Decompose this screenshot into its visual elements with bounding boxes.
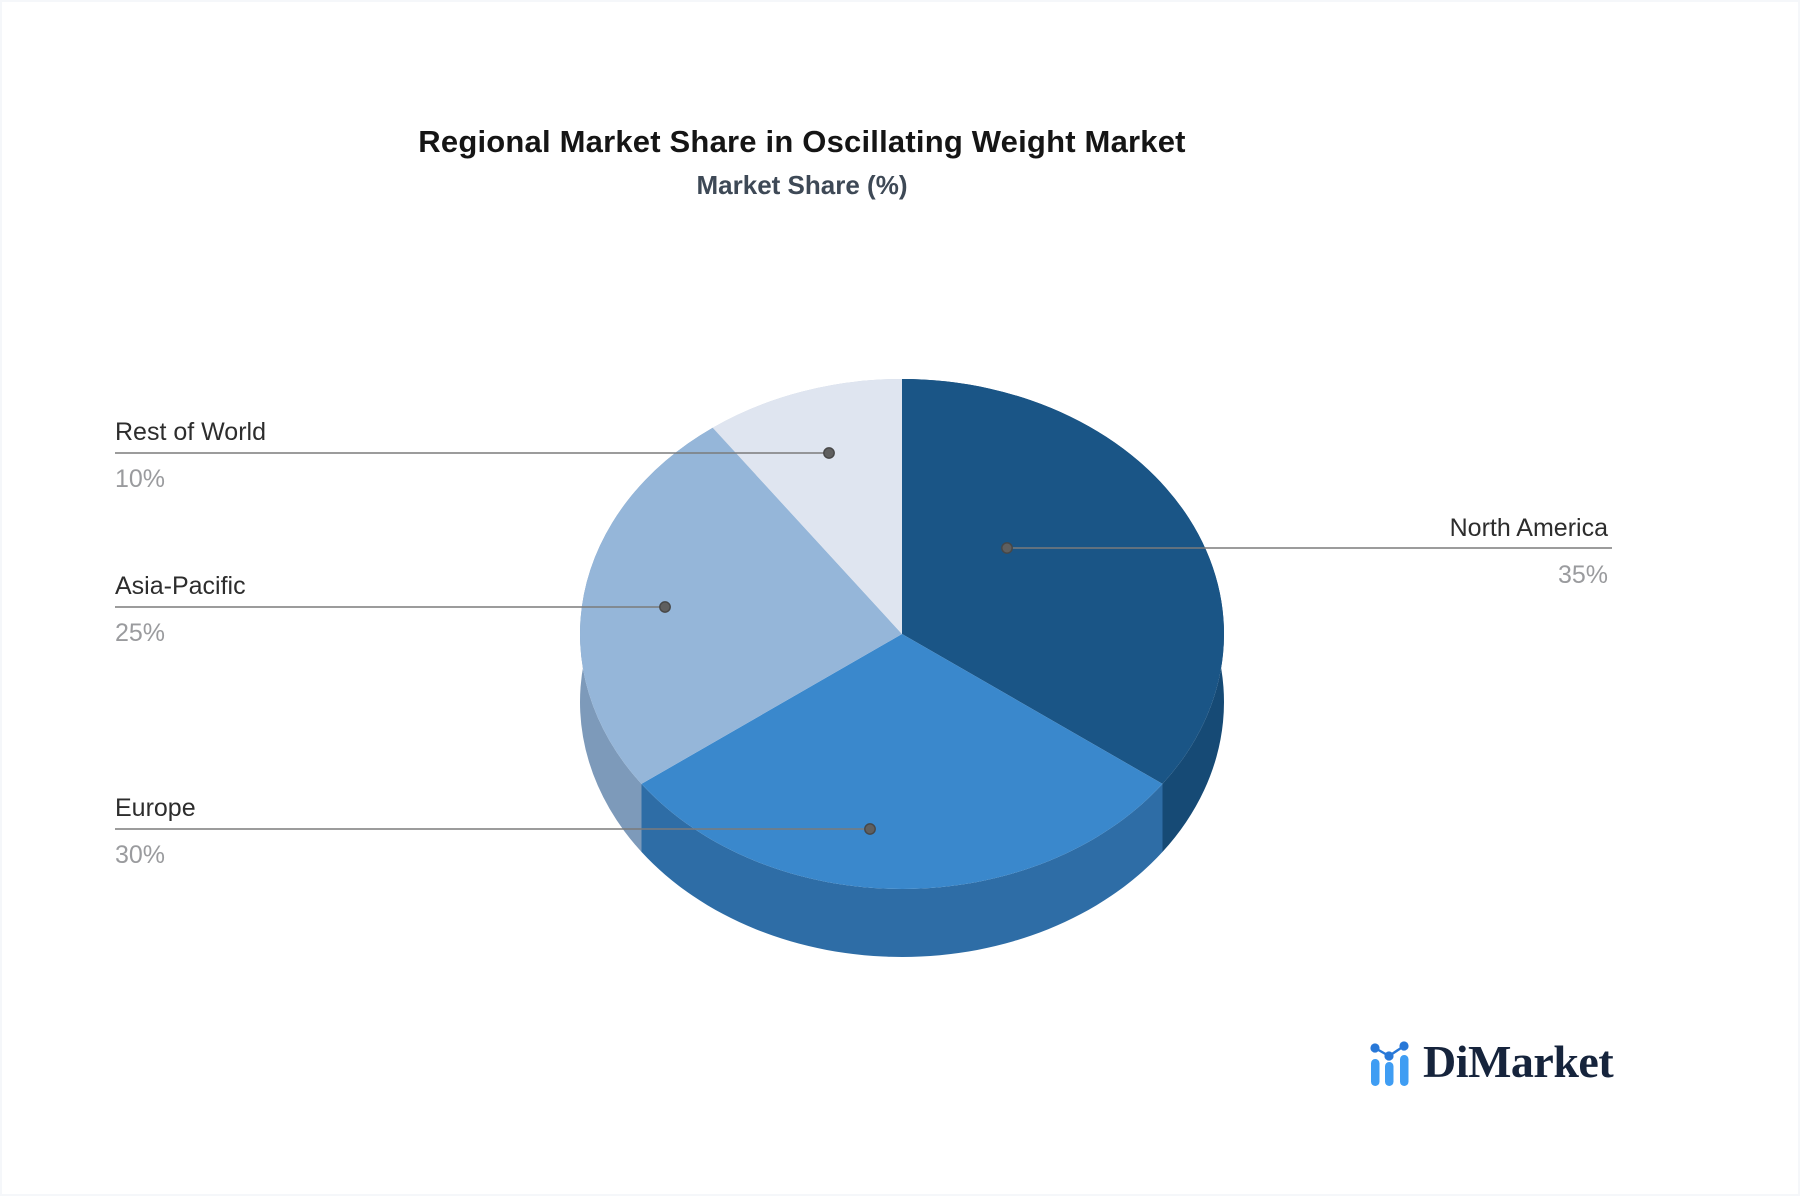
slice-value-asia-pacific: 25% — [115, 619, 166, 647]
connector-dot-rest-of-world — [823, 447, 835, 459]
bar-line-chart-icon — [1370, 1041, 1409, 1086]
slice-value-north-america: 35% — [1557, 561, 1608, 589]
slice-label-north-america: North America — [1449, 514, 1608, 542]
connector-dot-north-america — [1001, 542, 1013, 554]
slice-label-asia-pacific: Asia-Pacific — [115, 572, 246, 600]
pie-slice-rest-of-world[interactable] — [712, 379, 902, 634]
chart-header: Regional Market Share in Oscillating Wei… — [2, 120, 1602, 202]
dimarket-logo: DiMarket — [1365, 1036, 1614, 1087]
connector-dot-europe — [864, 823, 876, 835]
chart-subtitle: Market Share (%) — [696, 170, 908, 200]
connector-dot-asia-pacific — [659, 601, 671, 613]
slice-value-rest-of-world: 10% — [115, 465, 166, 493]
pie-slice-asia-pacific[interactable] — [580, 427, 902, 784]
pie-slice-europe[interactable] — [641, 634, 1163, 890]
pie-slice-north-america[interactable] — [902, 379, 1225, 784]
pie-slice-side-europe — [641, 783, 1163, 958]
slice-value-europe: 30% — [115, 841, 166, 869]
logo-text: DiMarket — [1423, 1036, 1614, 1087]
chart-title: Regional Market Share in Oscillating Wei… — [418, 124, 1186, 159]
slice-label-rest-of-world: Rest of World — [115, 418, 266, 446]
slice-label-europe: Europe — [115, 794, 196, 822]
